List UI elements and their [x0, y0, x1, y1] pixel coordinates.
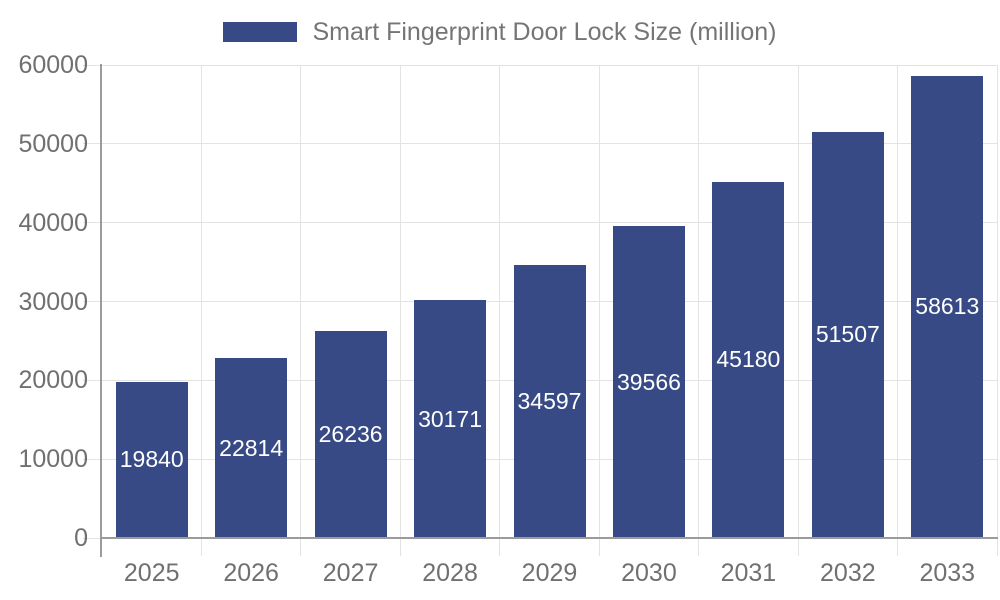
- x-gridline: [399, 65, 401, 556]
- bar-2026: 22814: [215, 358, 288, 538]
- bar-value-label: 45180: [716, 346, 781, 373]
- x-gridline: [698, 65, 700, 556]
- bar-value-label: 22814: [219, 434, 284, 461]
- bar-value-label: 26236: [318, 421, 383, 448]
- y-gridline: [83, 64, 997, 66]
- bar-2025: 19840: [115, 381, 188, 538]
- bar-2032: 51507: [811, 131, 884, 538]
- y-tick-label: 10000: [18, 445, 88, 474]
- x-tick-label: 2026: [223, 559, 279, 587]
- y-tick-label: 60000: [18, 51, 88, 79]
- legend-label: Smart Fingerprint Door Lock Size (millio…: [312, 18, 777, 46]
- bar-2033: 58613: [911, 75, 984, 538]
- x-gridline: [300, 65, 302, 556]
- bar-value-label: 30171: [418, 405, 483, 432]
- y-gridline: [83, 143, 997, 145]
- x-tick-label: 2025: [123, 559, 180, 587]
- bar-2028: 30171: [414, 300, 487, 538]
- x-tick-label: 2030: [621, 559, 677, 587]
- y-axis-line: [100, 64, 102, 557]
- bar-2029: 34597: [513, 265, 586, 538]
- x-gridline: [200, 65, 202, 556]
- bar-2030: 39566: [612, 226, 685, 538]
- chart-legend: Smart Fingerprint Door Lock Size (millio…: [0, 18, 1000, 46]
- x-tick-label: 2032: [820, 559, 876, 587]
- x-gridline: [499, 65, 501, 556]
- bar-value-label: 58613: [915, 293, 980, 320]
- x-gridline: [897, 65, 899, 556]
- bar-2031: 45180: [712, 181, 785, 538]
- bar-value-label: 39566: [616, 368, 681, 395]
- x-gridline: [996, 65, 998, 556]
- bar-2027: 26236: [314, 331, 387, 538]
- x-tick-label: 2031: [720, 559, 777, 587]
- x-tick-label: 2033: [919, 559, 976, 587]
- y-tick-label: 0: [74, 524, 88, 552]
- legend-item[interactable]: Smart Fingerprint Door Lock Size (millio…: [223, 18, 777, 46]
- y-tick-label: 20000: [18, 366, 88, 395]
- bar-value-label: 51507: [815, 321, 880, 348]
- x-tick-label: 2027: [322, 559, 379, 587]
- plot-area: 0 10000 20000 30000 40000 50000 60000 19840 2281…: [18, 52, 998, 587]
- bar-value-label: 34597: [517, 388, 582, 415]
- y-gridline: [83, 222, 997, 224]
- x-axis-line: [100, 537, 998, 539]
- y-tick-label: 50000: [18, 129, 88, 158]
- x-tick-label: 2028: [422, 559, 478, 587]
- y-gridline: [83, 537, 102, 539]
- legend-swatch-icon: [223, 22, 298, 42]
- y-tick-label: 40000: [18, 208, 88, 237]
- bar-value-label: 19840: [119, 446, 184, 473]
- x-gridline: [797, 65, 799, 556]
- y-tick-label: 30000: [18, 287, 88, 316]
- x-tick-label: 2029: [521, 559, 578, 587]
- x-gridline: [598, 65, 600, 556]
